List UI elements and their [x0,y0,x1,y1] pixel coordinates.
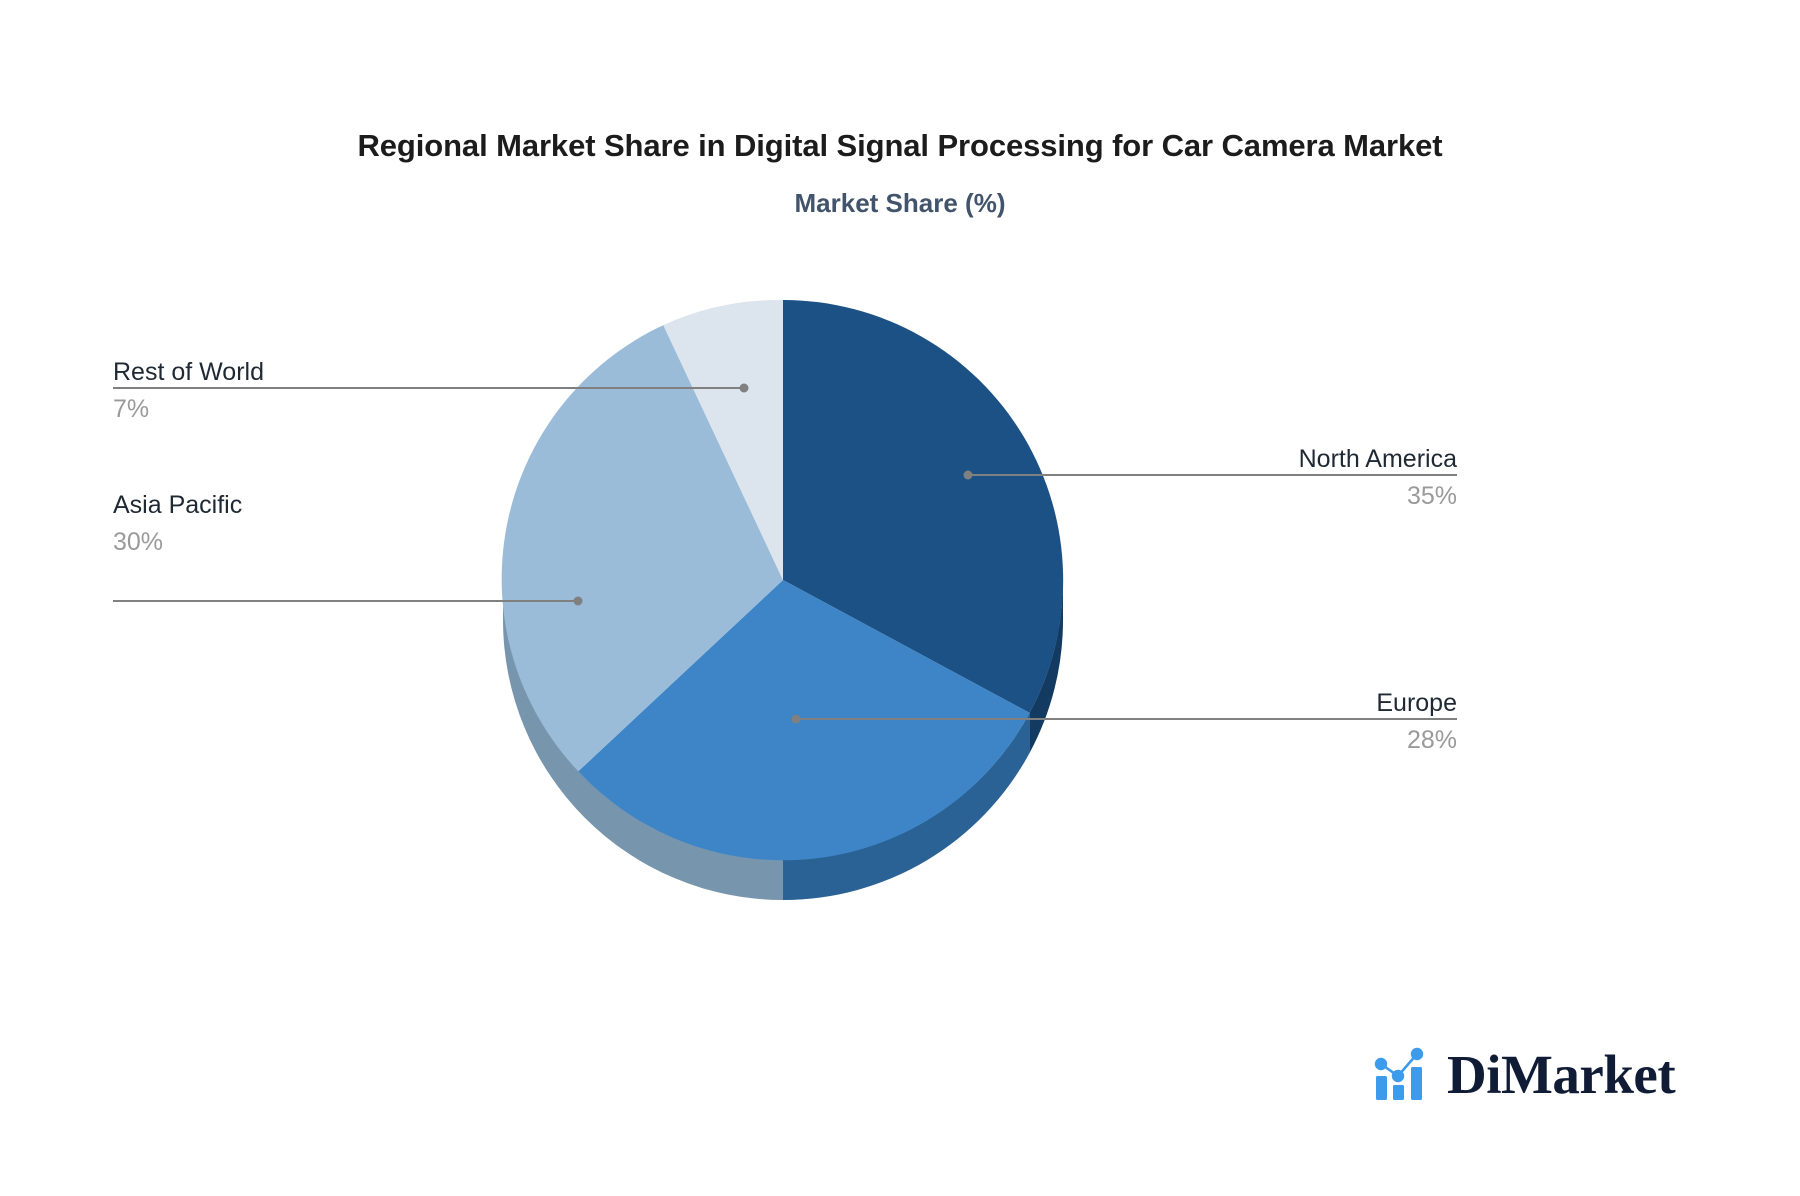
callout-rest-of-world: Rest of World 7% [113,356,264,425]
callout-value-europe: 28% [1406,726,1457,754]
pie-slice-rest-of-world [663,299,783,580]
leader-line-europe [791,714,1457,724]
callout-north-america: North America 35% [1299,443,1457,512]
dimarket-logo: DiMarket [1372,1038,1676,1110]
chart-subtitle: Market Share (%) [794,188,1006,218]
pie-slice-north-america [783,299,1064,713]
leader-line-rest-of-world [113,383,749,393]
callout-value-rest-of-world: 7% [113,395,150,423]
leader-line-north-america [963,470,1457,480]
callout-label-north-america: North America [1298,445,1457,473]
callout-asia-pacific: Asia Pacific 30% [113,489,242,558]
callout-label-rest-of-world: Rest of World [113,358,264,386]
callout-value-north-america: 35% [1406,482,1457,510]
pie-slice-europe [578,580,1030,861]
pie-side-asia-pacific [503,580,783,900]
bar-chart-icon [1374,1047,1424,1100]
callout-label-asia-pacific: Asia Pacific [113,491,243,519]
pie-side-north-america [1029,580,1064,753]
logo-wordmark: DiMarket [1447,1043,1676,1105]
page-title: Regional Market Share in Digital Signal … [357,128,1443,163]
pie-slice-asia-pacific [501,325,783,772]
callout-label-europe: Europe [1376,689,1457,717]
leader-line-asia-pacific [113,596,583,606]
callout-value-asia-pacific: 30% [113,528,164,556]
callout-europe: Europe 28% [1376,687,1457,756]
